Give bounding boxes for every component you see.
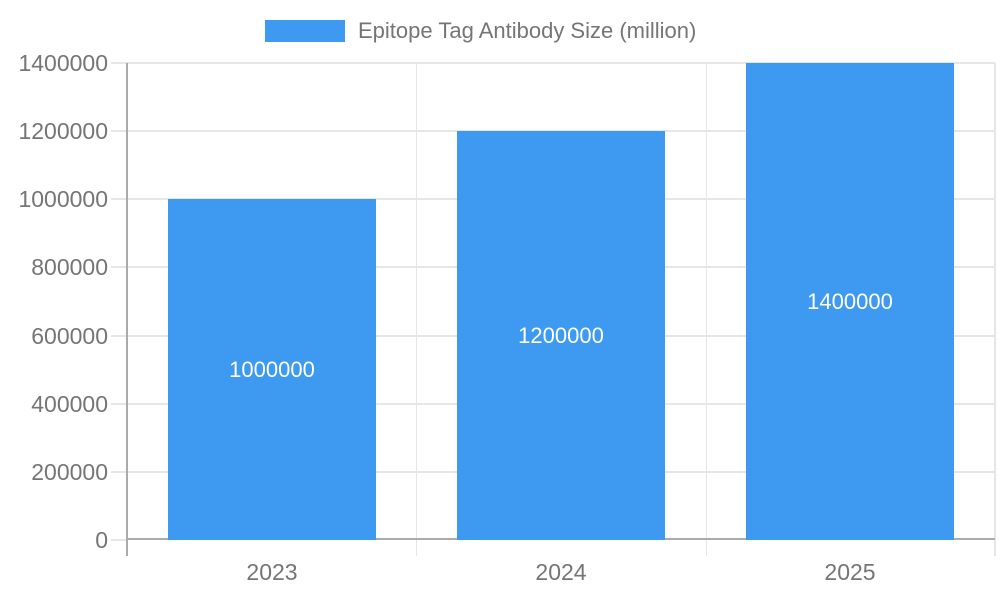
- y-tick: [111, 539, 127, 541]
- x-axis-label: 2023: [246, 559, 298, 585]
- y-axis-label: 800000: [31, 254, 108, 281]
- y-tick: [111, 62, 127, 64]
- x-axis-label: 2025: [824, 559, 876, 585]
- y-tick: [111, 198, 127, 201]
- y-axis-line: [126, 63, 128, 556]
- y-tick: [111, 402, 127, 405]
- bar-value-label: 1200000: [518, 322, 604, 348]
- plot-right-border: [994, 63, 996, 556]
- y-tick: [111, 130, 127, 133]
- y-axis-label: 600000: [31, 322, 108, 349]
- bar-value-label: 1000000: [229, 356, 315, 382]
- x-axis-label: 2024: [535, 559, 587, 585]
- legend-label[interactable]: Epitope Tag Antibody Size (million): [358, 18, 697, 43]
- y-tick: [111, 470, 127, 473]
- category-gridline: [416, 63, 417, 556]
- bar[interactable]: 1400000: [746, 63, 954, 540]
- y-axis-label: 1000000: [18, 186, 108, 213]
- bar[interactable]: 1000000: [168, 199, 376, 540]
- bar-value-label: 1400000: [807, 288, 893, 314]
- y-axis-label: 400000: [31, 390, 108, 417]
- legend-swatch-icon[interactable]: [265, 20, 345, 42]
- y-axis-label: 0: [95, 527, 108, 553]
- y-axis-label: 200000: [31, 458, 108, 485]
- y-axis-label: 1200000: [18, 118, 108, 145]
- y-tick: [111, 266, 127, 269]
- bar[interactable]: 1200000: [457, 131, 665, 540]
- category-gridline: [706, 63, 707, 556]
- gridline: [127, 62, 995, 64]
- legend: Epitope Tag Antibody Size (million): [0, 0, 1000, 50]
- y-tick: [111, 334, 127, 337]
- y-axis-label: 1400000: [18, 50, 108, 76]
